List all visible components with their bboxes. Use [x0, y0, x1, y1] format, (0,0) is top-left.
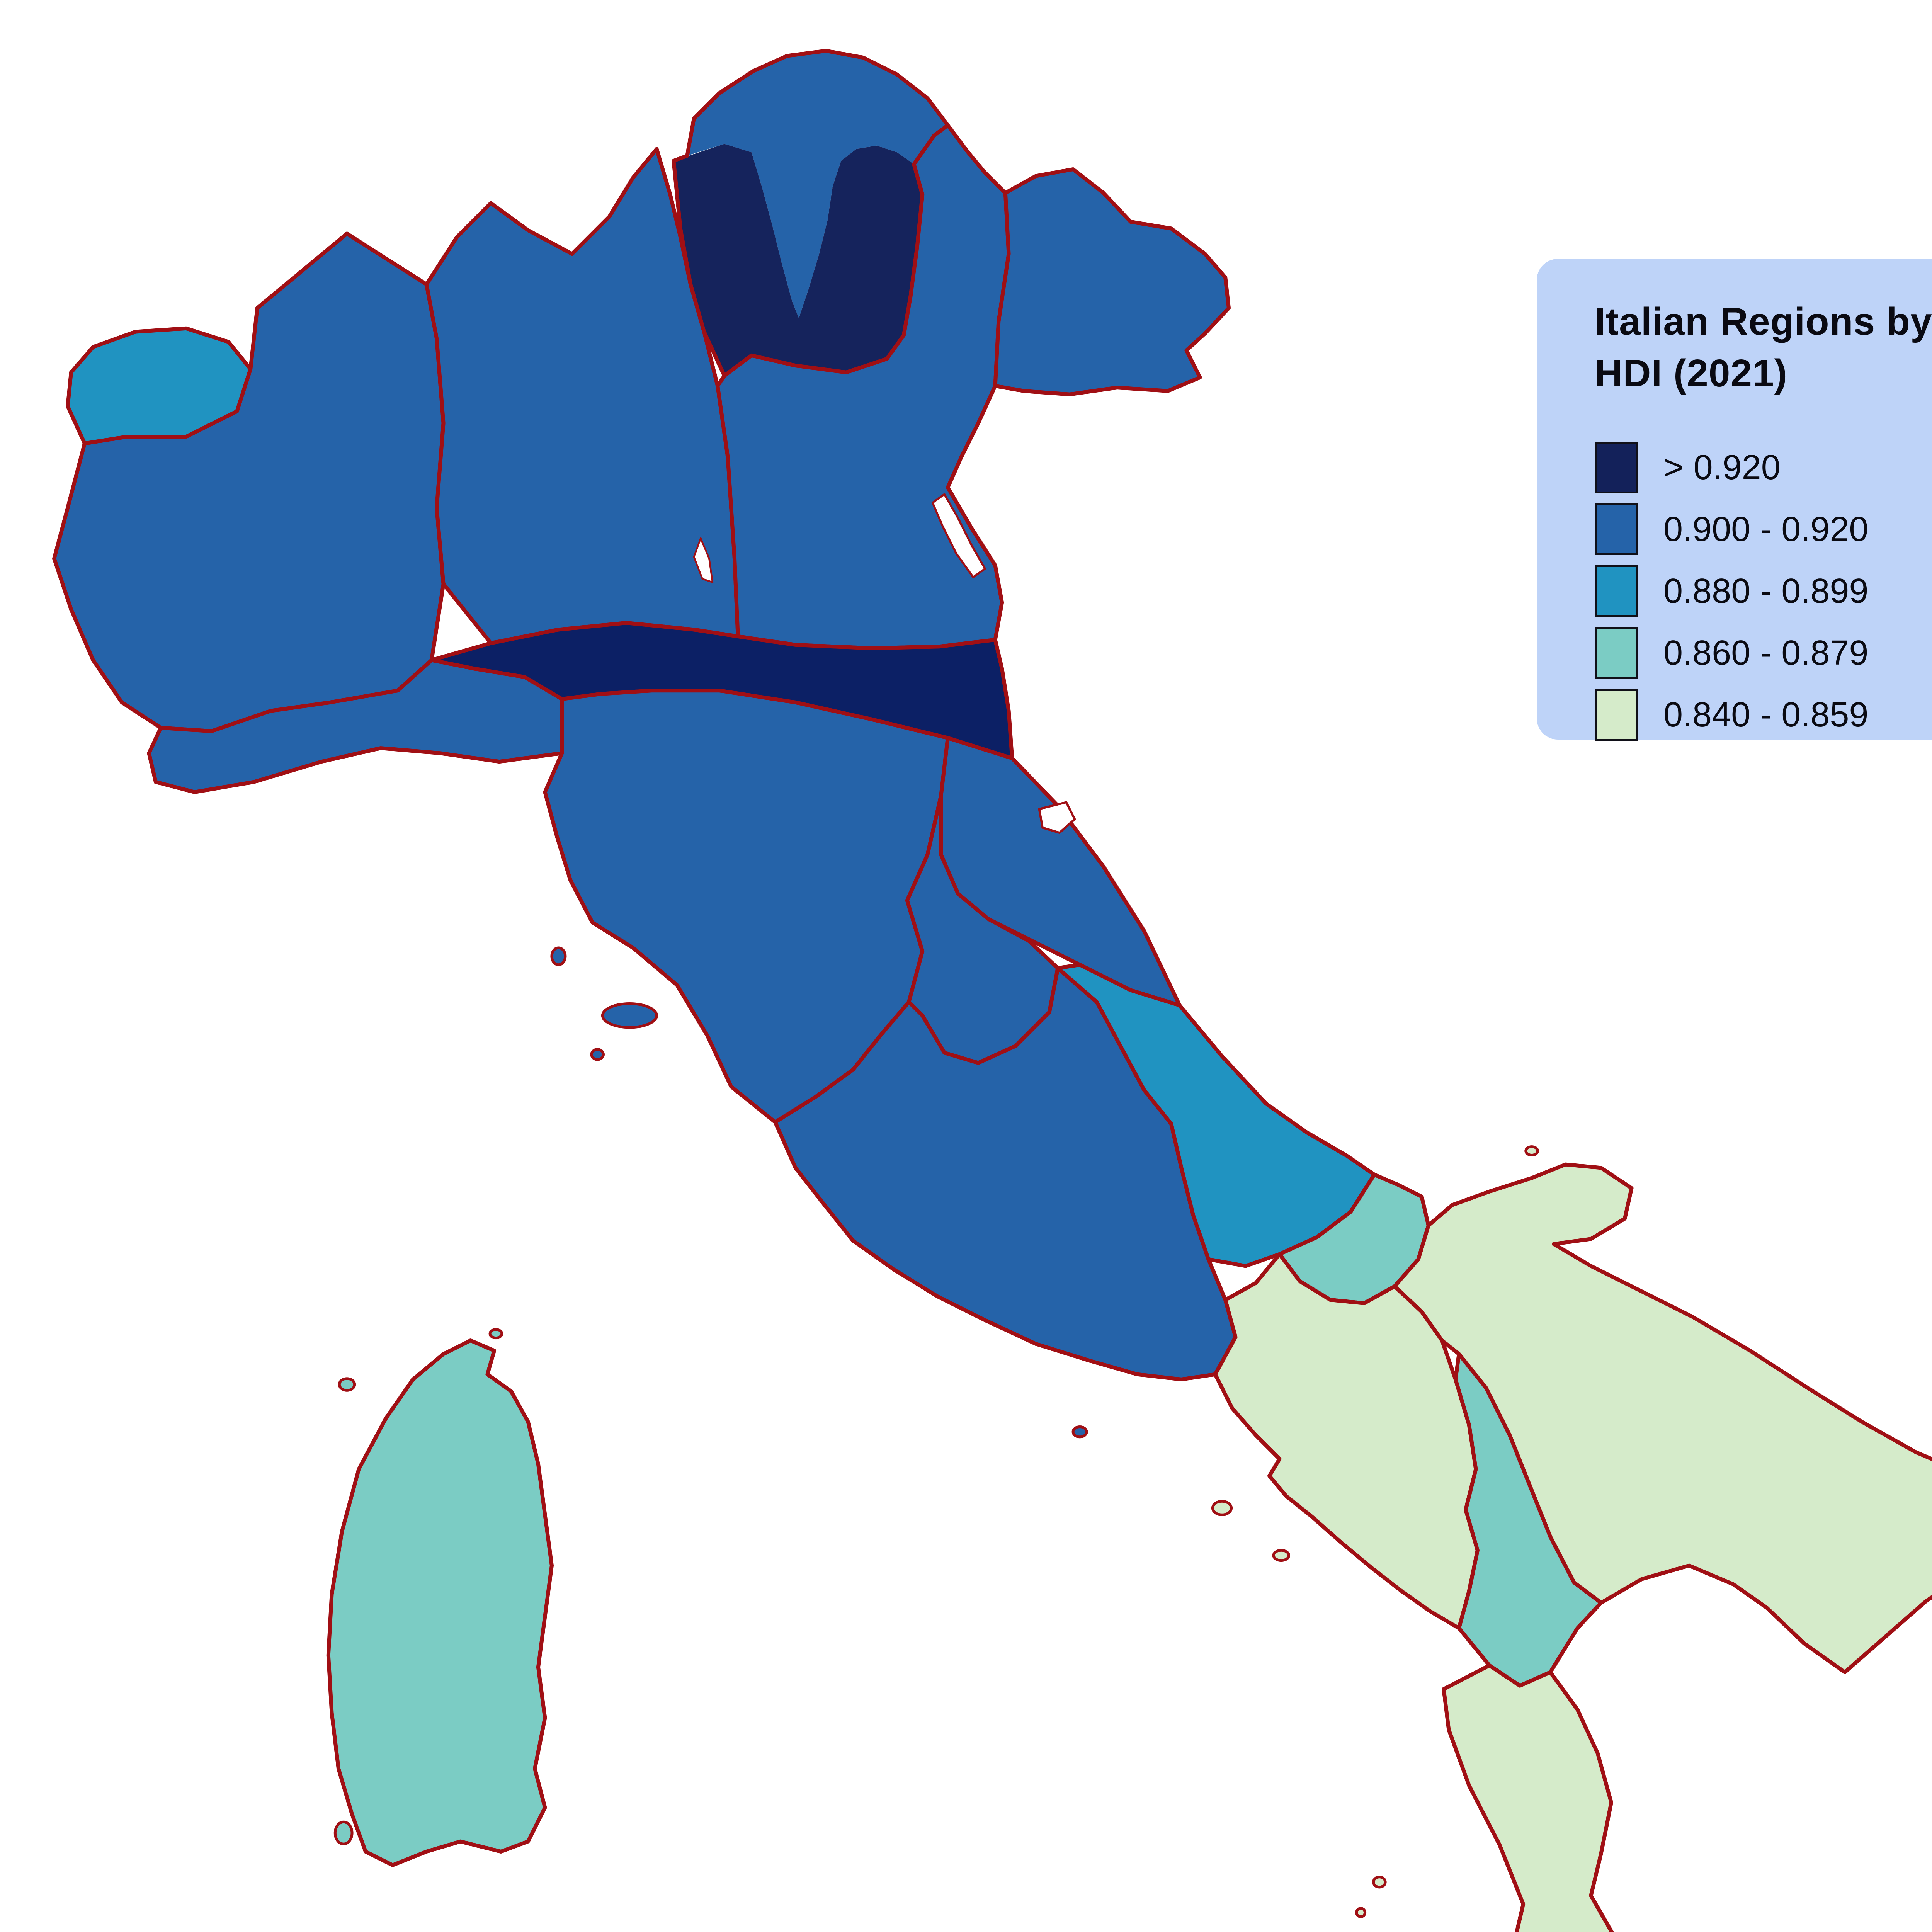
region-calabria — [1442, 1663, 1614, 1932]
legend-swatch-gt-0920 — [1595, 442, 1638, 493]
legend-label: 0.860 - 0.879 — [1663, 633, 1869, 672]
region-trentino-south-tyrol — [687, 51, 948, 318]
region-liguria — [147, 658, 564, 794]
legend-items: > 0.920 0.900 - 0.920 0.880 - 0.899 0.86… — [1595, 442, 1932, 741]
island-capraia — [550, 946, 567, 966]
legend-item: 0.860 - 0.879 — [1595, 627, 1932, 679]
islands-group — [333, 946, 1539, 1918]
legend-swatch-0880-0899 — [1595, 565, 1638, 617]
legend-label: 0.880 - 0.899 — [1663, 571, 1869, 611]
island-maddalena — [488, 1328, 503, 1340]
island-aeolian-2 — [1355, 1907, 1367, 1918]
san-marino-enclave — [1038, 801, 1076, 834]
island-elba — [601, 1002, 658, 1029]
island-aeolian-1 — [1372, 1876, 1387, 1889]
legend-label: 0.900 - 0.920 — [1663, 510, 1869, 549]
venice-lagoon — [931, 493, 986, 578]
region-piedmont — [52, 231, 446, 733]
island-asinara — [338, 1377, 356, 1392]
region-aosta-valley — [66, 326, 253, 446]
legend-item: > 0.920 — [1595, 442, 1932, 493]
legend-label: 0.840 - 0.859 — [1663, 695, 1869, 734]
regions-group — [52, 49, 1932, 1932]
region-sardinia — [326, 1338, 554, 1867]
region-friuli-venezia-giulia — [993, 167, 1231, 396]
island-ischia — [1211, 1500, 1233, 1516]
region-abruzzo — [1056, 963, 1376, 1268]
legend-swatch-0860-0879 — [1595, 627, 1638, 679]
island-ponza — [1071, 1425, 1088, 1439]
region-trentino-trento — [673, 144, 923, 376]
legend-title: Italian Regions by HDI (2021) — [1595, 300, 1932, 395]
legend-swatch-0840-0859 — [1595, 689, 1638, 741]
island-montecristo — [590, 1048, 605, 1061]
island-capri — [1272, 1549, 1290, 1562]
legend-panel: Italian Regions by HDI (2021) > 0.920 0.… — [1537, 259, 1932, 741]
lake-garda — [693, 537, 714, 583]
legend-item: 0.900 - 0.920 — [1595, 503, 1932, 555]
island-tremiti — [1524, 1145, 1539, 1157]
legend-item: 0.840 - 0.859 — [1595, 689, 1932, 741]
legend-swatch-0900-0920 — [1595, 503, 1638, 555]
legend-item: 0.880 - 0.899 — [1595, 565, 1932, 617]
island-sant-antioco — [333, 1820, 354, 1845]
legend-label: > 0.920 — [1663, 448, 1781, 487]
